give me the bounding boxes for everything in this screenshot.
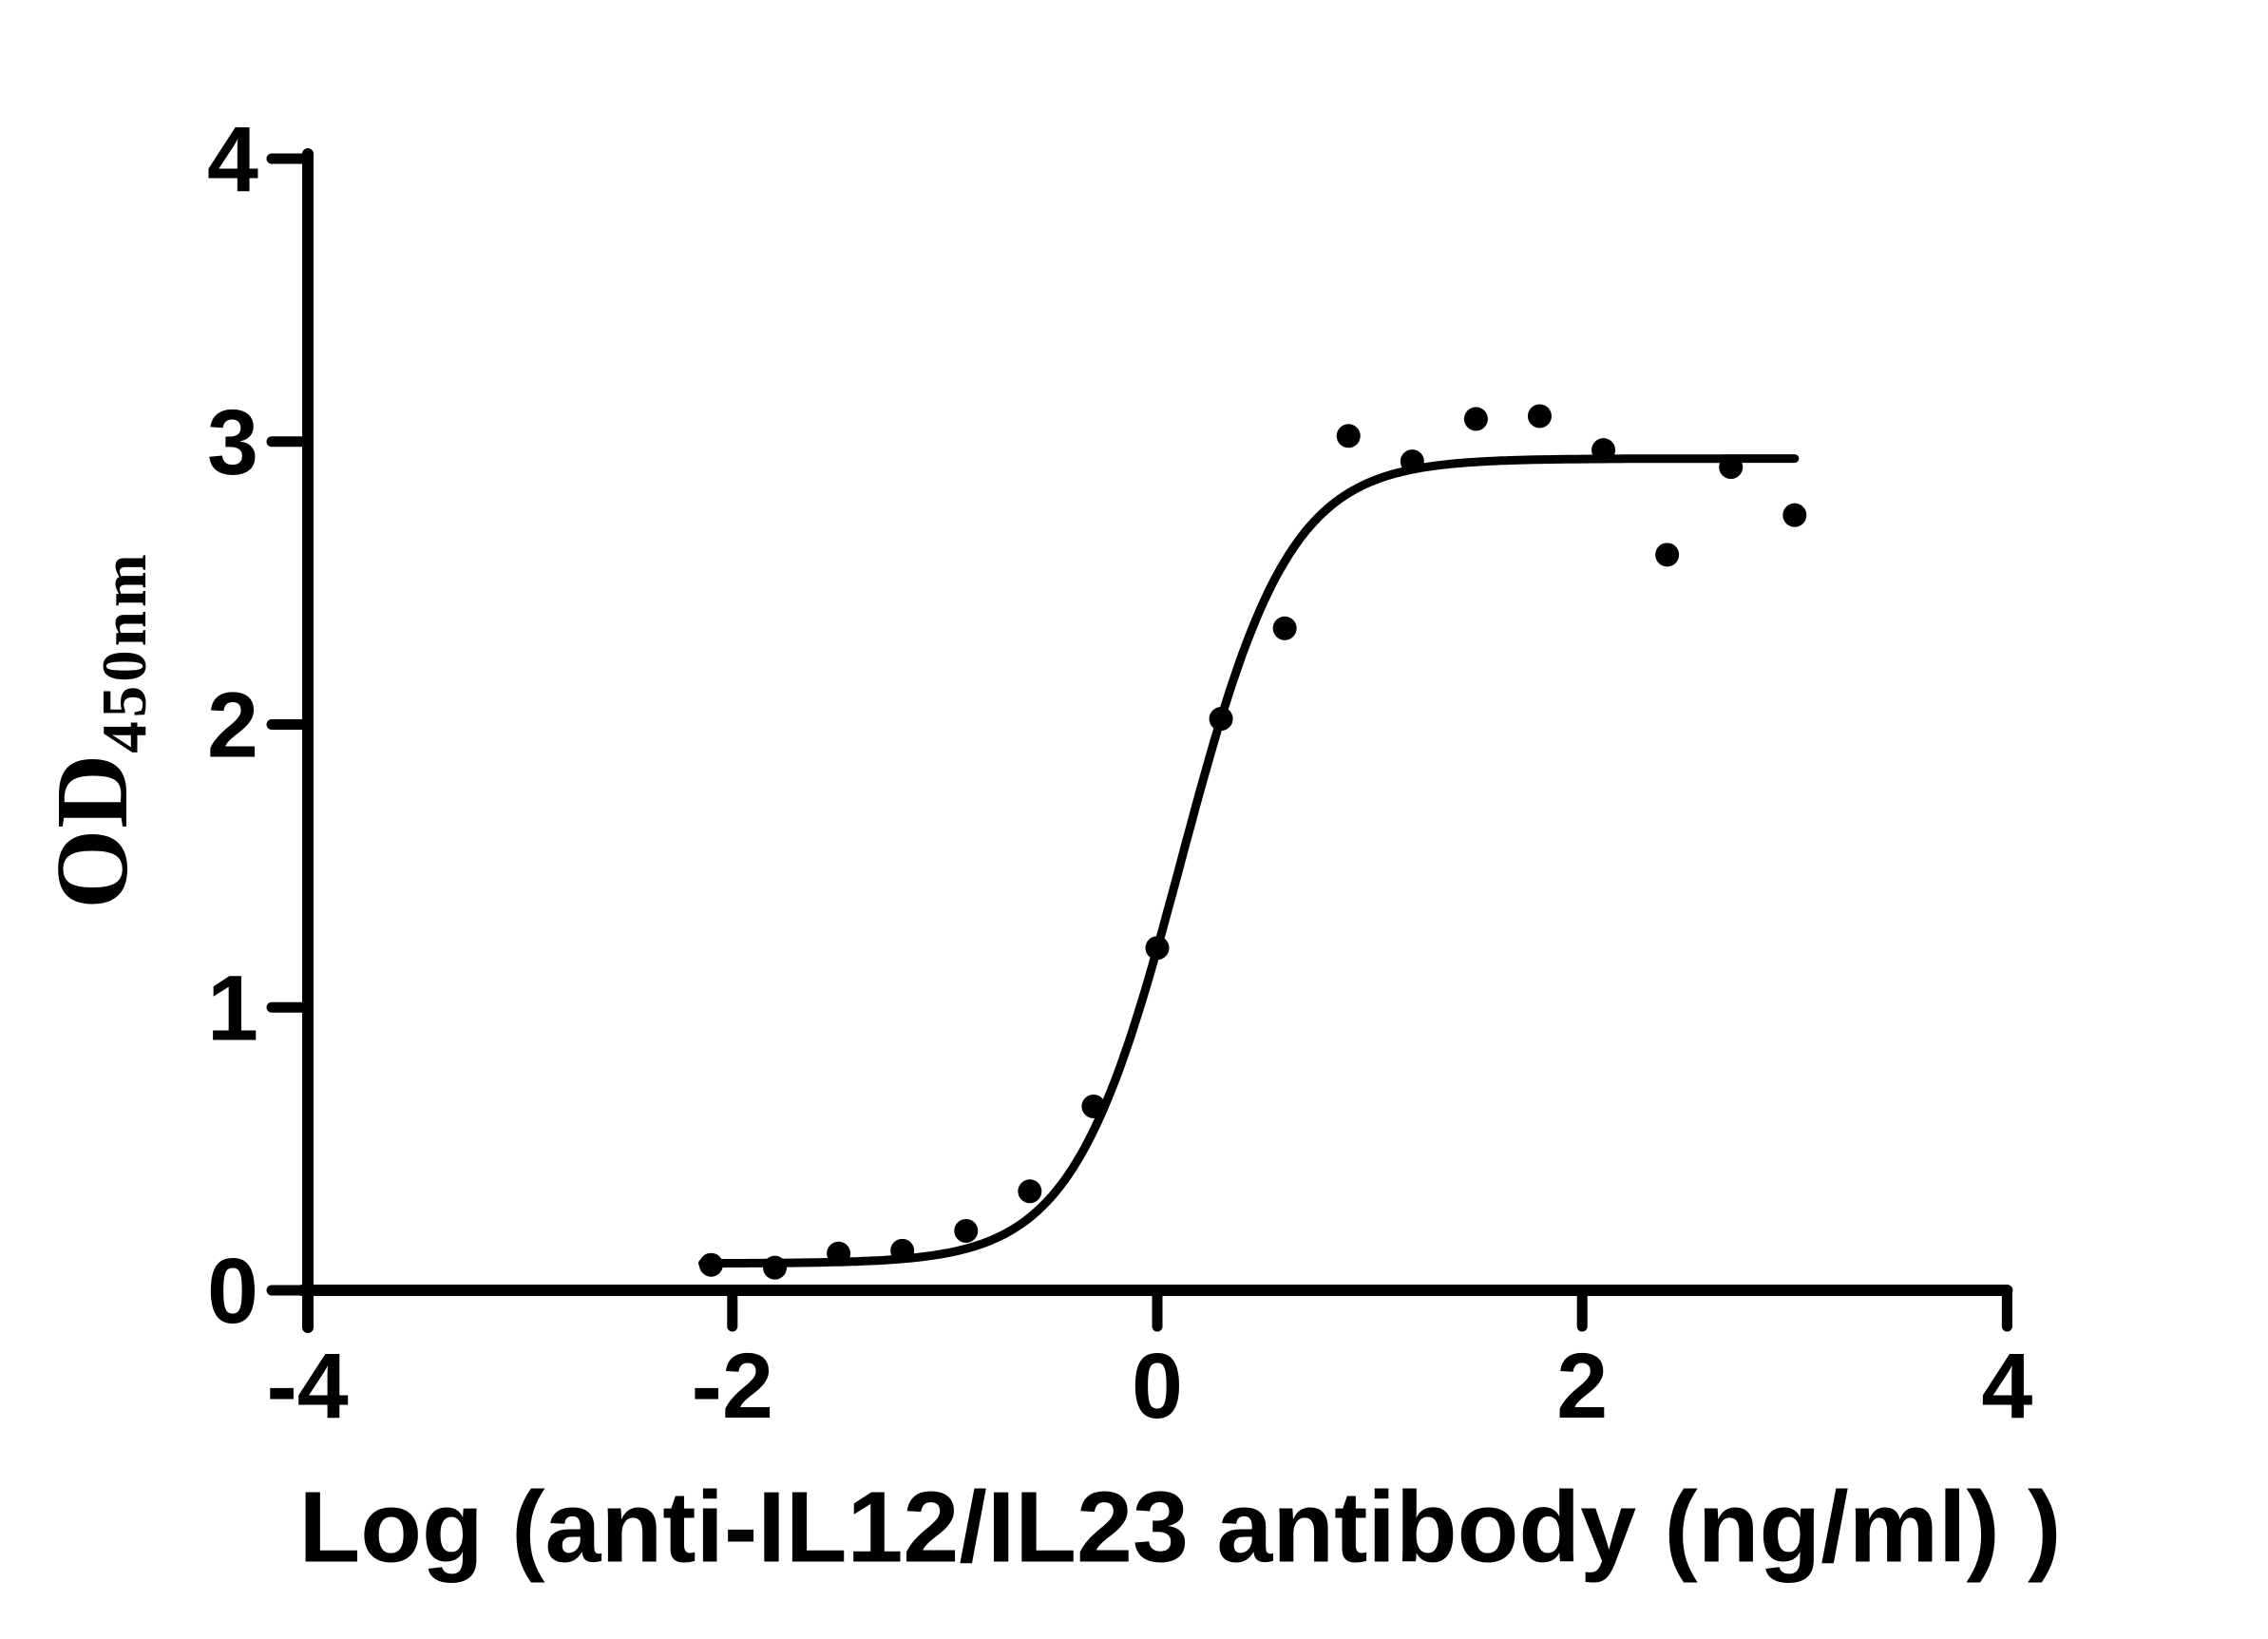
y-axis-title-main: OD bbox=[36, 753, 149, 909]
y-axis-title-subscript: 450nm bbox=[89, 550, 161, 753]
data-point bbox=[1272, 616, 1297, 640]
data-point bbox=[1591, 438, 1616, 463]
data-point bbox=[1336, 424, 1361, 448]
data-point bbox=[954, 1218, 979, 1243]
data-point bbox=[1463, 407, 1488, 431]
y-tick-label: 2 bbox=[207, 674, 258, 777]
x-tick-label: 4 bbox=[1981, 1334, 2032, 1438]
x-tick-label: 2 bbox=[1556, 1334, 1608, 1438]
data-point bbox=[1400, 449, 1424, 474]
x-tick-label: -4 bbox=[266, 1334, 348, 1438]
y-axis-title: OD450nm bbox=[34, 550, 160, 909]
y-tick-label: 4 bbox=[207, 107, 258, 211]
data-point bbox=[1145, 936, 1170, 961]
data-point bbox=[827, 1241, 851, 1266]
data-point bbox=[698, 1252, 723, 1277]
data-point bbox=[1081, 1094, 1106, 1118]
x-tick-label: 0 bbox=[1132, 1334, 1183, 1438]
y-tick-label: 1 bbox=[207, 956, 258, 1059]
data-point bbox=[890, 1238, 915, 1263]
data-point bbox=[1782, 503, 1807, 527]
y-tick-label: 0 bbox=[207, 1239, 258, 1343]
data-point bbox=[763, 1255, 788, 1280]
data-point bbox=[1719, 455, 1744, 480]
x-tick-label: -2 bbox=[692, 1334, 773, 1438]
fit-curve bbox=[698, 454, 1800, 1268]
data-point bbox=[1527, 404, 1552, 429]
x-axis-title: Log (anti-IL12/IL23 antibody (ng/ml) ) bbox=[298, 1471, 2062, 1584]
data-point bbox=[1018, 1179, 1042, 1204]
data-point bbox=[1209, 707, 1233, 732]
data-point bbox=[1655, 543, 1680, 567]
y-tick-label: 3 bbox=[207, 391, 258, 494]
